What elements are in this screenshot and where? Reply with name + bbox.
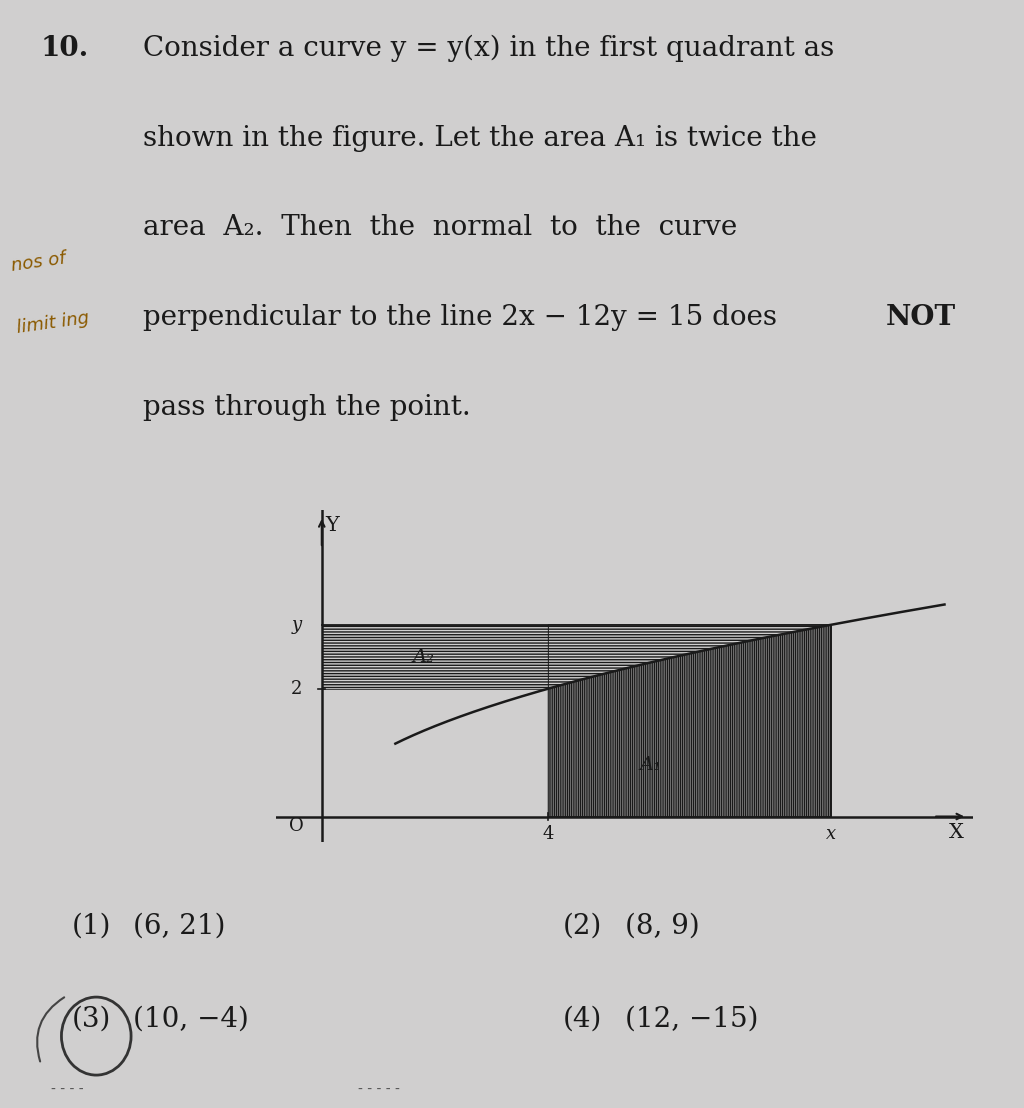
Text: NOT: NOT xyxy=(886,304,955,331)
Text: 10.: 10. xyxy=(41,34,89,62)
Text: pass through the point.: pass through the point. xyxy=(143,393,471,421)
Text: Y: Y xyxy=(325,516,339,535)
Text: area  A₂.  Then  the  normal  to  the  curve: area A₂. Then the normal to the curve xyxy=(143,214,737,242)
Text: X: X xyxy=(948,823,964,842)
Text: (12, −15): (12, −15) xyxy=(625,1006,758,1033)
Text: limit ing: limit ing xyxy=(15,309,90,337)
Text: (10, −4): (10, −4) xyxy=(133,1006,249,1033)
Text: - - - -: - - - - xyxy=(51,1081,84,1096)
Text: x: x xyxy=(826,825,837,843)
Text: (6, 21): (6, 21) xyxy=(133,913,225,940)
Text: (2): (2) xyxy=(563,913,602,940)
Text: (3): (3) xyxy=(72,1006,111,1033)
Text: shown in the figure. Let the area A₁ is twice the: shown in the figure. Let the area A₁ is … xyxy=(143,124,817,152)
Text: 2: 2 xyxy=(291,679,302,698)
Text: (8, 9): (8, 9) xyxy=(625,913,699,940)
Text: (1): (1) xyxy=(72,913,112,940)
Text: Consider a curve y = y(x) in the first quadrant as: Consider a curve y = y(x) in the first q… xyxy=(143,34,835,62)
Text: 4: 4 xyxy=(543,825,554,843)
Text: O: O xyxy=(289,817,304,835)
Text: nos of: nos of xyxy=(10,249,68,275)
Text: - - - - -: - - - - - xyxy=(358,1081,400,1096)
Text: perpendicular to the line 2x − 12y = 15 does: perpendicular to the line 2x − 12y = 15 … xyxy=(143,304,786,331)
Text: A₂: A₂ xyxy=(413,648,434,666)
Text: (4): (4) xyxy=(563,1006,602,1033)
Text: A₁: A₁ xyxy=(639,757,662,774)
Text: y: y xyxy=(291,616,301,634)
